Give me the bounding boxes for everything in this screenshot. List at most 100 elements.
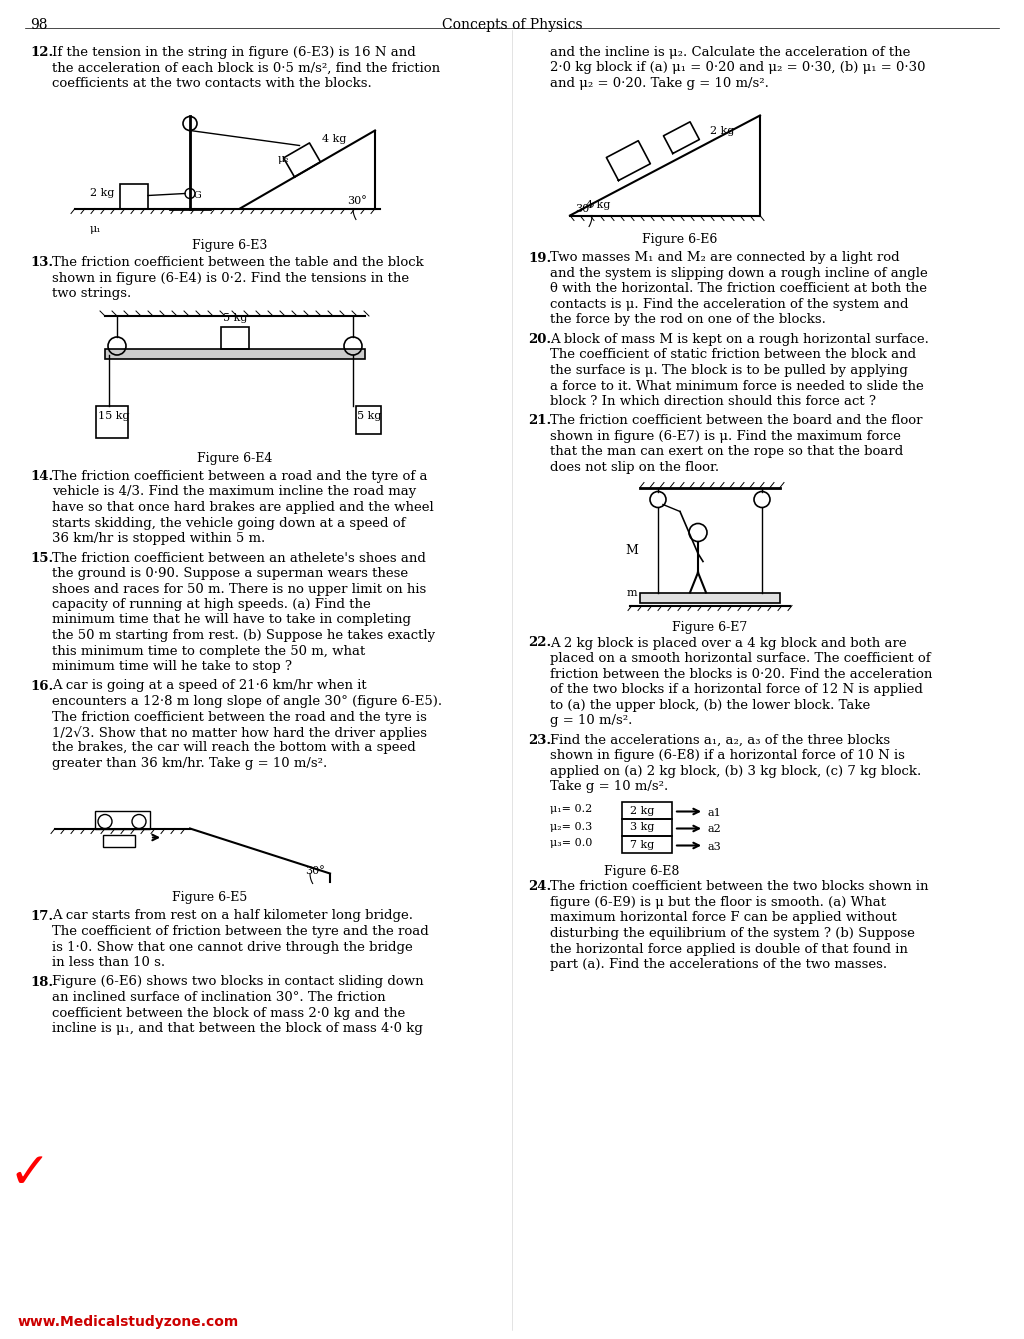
Text: θ with the horizontal. The friction coefficient at both the: θ with the horizontal. The friction coef… [550, 283, 927, 296]
Text: is 1·0. Show that one cannot drive through the bridge: is 1·0. Show that one cannot drive throu… [52, 940, 413, 953]
Text: 2 kg: 2 kg [630, 806, 654, 815]
Text: the surface is μ. The block is to be pulled by applying: the surface is μ. The block is to be pul… [550, 364, 908, 378]
Text: coefficients at the two contacts with the blocks.: coefficients at the two contacts with th… [52, 78, 372, 90]
Text: Figure 6-E3: Figure 6-E3 [193, 238, 267, 252]
Text: a2: a2 [708, 825, 722, 834]
Text: Concepts of Physics: Concepts of Physics [441, 17, 583, 32]
Text: the force by the rod on one of the blocks.: the force by the rod on one of the block… [550, 313, 826, 327]
Text: The friction coefficient between a road and the tyre of a: The friction coefficient between a road … [52, 470, 427, 483]
Bar [103, 834, 135, 846]
Text: 98: 98 [30, 17, 47, 32]
Text: 7 kg: 7 kg [630, 840, 654, 849]
Text: this minimum time to complete the 50 m, what: this minimum time to complete the 50 m, … [52, 644, 366, 657]
Text: μ₃= 0.0: μ₃= 0.0 [550, 838, 592, 849]
Bar [356, 406, 381, 434]
Text: 1/2√3. Show that no matter how hard the driver applies: 1/2√3. Show that no matter how hard the … [52, 726, 427, 739]
Text: 21.: 21. [528, 415, 551, 427]
Text: block ? In which direction should this force act ?: block ? In which direction should this f… [550, 395, 876, 408]
Text: and μ₂ = 0·20. Take g = 10 m/s².: and μ₂ = 0·20. Take g = 10 m/s². [550, 78, 769, 90]
Bar [622, 802, 672, 818]
Text: minimum time that he will have to take in completing: minimum time that he will have to take i… [52, 613, 411, 627]
Text: Figure 6-E7: Figure 6-E7 [673, 620, 748, 633]
Text: The coefficient of static friction between the block and: The coefficient of static friction betwe… [550, 348, 916, 362]
Text: 18.: 18. [30, 976, 53, 988]
Text: in less than 10 s.: in less than 10 s. [52, 956, 165, 969]
Text: 5 kg: 5 kg [223, 313, 248, 323]
Text: A 2 kg block is placed over a 4 kg block and both are: A 2 kg block is placed over a 4 kg block… [550, 636, 906, 649]
Text: The friction coefficient between the table and the block: The friction coefficient between the tab… [52, 257, 424, 269]
Text: Figure 6-E5: Figure 6-E5 [172, 892, 248, 905]
Text: 5 kg: 5 kg [357, 411, 381, 420]
Text: 30°: 30° [305, 865, 325, 876]
Text: starts skidding, the vehicle going down at a speed of: starts skidding, the vehicle going down … [52, 517, 406, 529]
Text: 30°: 30° [347, 197, 367, 206]
Text: g = 10 m/s².: g = 10 m/s². [550, 714, 633, 727]
Text: The friction coefficient between the board and the floor: The friction coefficient between the boa… [550, 415, 923, 427]
Text: The friction coefficient between the two blocks shown in: The friction coefficient between the two… [550, 881, 929, 893]
Text: have so that once hard brakes are applied and the wheel: have so that once hard brakes are applie… [52, 501, 434, 514]
Bar [95, 810, 150, 829]
Text: shoes and races for 50 m. There is no upper limit on his: shoes and races for 50 m. There is no up… [52, 582, 426, 596]
Bar [221, 327, 249, 349]
Text: two strings.: two strings. [52, 288, 131, 300]
Text: 16.: 16. [30, 679, 53, 692]
Text: vehicle is 4/3. Find the maximum incline the road may: vehicle is 4/3. Find the maximum incline… [52, 486, 416, 498]
Text: shown in figure (6-E8) if a horizontal force of 10 N is: shown in figure (6-E8) if a horizontal f… [550, 749, 905, 762]
Text: Figure 6-E4: Figure 6-E4 [198, 453, 272, 465]
Text: capacity of running at high speeds. (a) Find the: capacity of running at high speeds. (a) … [52, 599, 371, 611]
Text: disturbing the equilibrium of the system ? (b) Suppose: disturbing the equilibrium of the system… [550, 927, 914, 940]
Text: 22.: 22. [528, 636, 551, 649]
Text: The friction coefficient between the road and the tyre is: The friction coefficient between the roa… [52, 711, 427, 723]
Text: figure (6-E9) is μ but the floor is smooth. (a) What: figure (6-E9) is μ but the floor is smoo… [550, 896, 886, 909]
Text: Find the accelerations a₁, a₂, a₃ of the three blocks: Find the accelerations a₁, a₂, a₃ of the… [550, 734, 890, 747]
Text: 3 kg: 3 kg [630, 822, 654, 833]
Text: friction between the blocks is 0·20. Find the acceleration: friction between the blocks is 0·20. Fin… [550, 668, 933, 680]
Text: 13.: 13. [30, 257, 53, 269]
Bar [96, 406, 128, 438]
Text: 24.: 24. [528, 881, 551, 893]
Bar [640, 592, 780, 603]
Bar [120, 183, 148, 209]
Text: a force to it. What minimum force is needed to slide the: a force to it. What minimum force is nee… [550, 379, 924, 392]
Text: 36 km/hr is stopped within 5 m.: 36 km/hr is stopped within 5 m. [52, 532, 265, 545]
Text: G: G [193, 191, 201, 201]
Text: the acceleration of each block is 0·5 m/s², find the friction: the acceleration of each block is 0·5 m/… [52, 62, 440, 75]
Text: the horizontal force applied is double of that found in: the horizontal force applied is double o… [550, 943, 908, 956]
Text: μ₂= 0.3: μ₂= 0.3 [550, 822, 592, 832]
Text: 4 kg: 4 kg [587, 201, 611, 210]
Text: www.Medicalstudyzone.com: www.Medicalstudyzone.com [18, 1315, 240, 1330]
Text: 12.: 12. [30, 46, 53, 59]
Text: Figure (6-E6) shows two blocks in contact sliding down: Figure (6-E6) shows two blocks in contac… [52, 976, 424, 988]
Text: an inclined surface of inclination 30°. The friction: an inclined surface of inclination 30°. … [52, 991, 386, 1004]
Text: the ground is 0·90. Suppose a superman wears these: the ground is 0·90. Suppose a superman w… [52, 566, 409, 580]
Text: A block of mass M is kept on a rough horizontal surface.: A block of mass M is kept on a rough hor… [550, 333, 929, 345]
Text: 19.: 19. [528, 252, 551, 265]
Bar [105, 349, 365, 359]
Text: a3: a3 [708, 841, 722, 852]
Text: Two masses M₁ and M₂ are connected by a light rod: Two masses M₁ and M₂ are connected by a … [550, 252, 900, 265]
Text: the brakes, the car will reach the bottom with a speed: the brakes, the car will reach the botto… [52, 742, 416, 754]
Text: of the two blocks if a horizontal force of 12 N is applied: of the two blocks if a horizontal force … [550, 683, 923, 696]
Text: 20.: 20. [528, 333, 551, 345]
Text: 2 kg: 2 kg [710, 126, 734, 135]
Text: incline is μ₁, and that between the block of mass 4·0 kg: incline is μ₁, and that between the bloc… [52, 1022, 423, 1035]
Text: 4 kg: 4 kg [323, 134, 347, 145]
Text: 2 kg: 2 kg [90, 189, 115, 198]
Text: μ₁: μ₁ [90, 224, 101, 233]
Text: Figure 6-E6: Figure 6-E6 [642, 233, 718, 246]
Text: 30°: 30° [575, 204, 595, 213]
Text: 2·0 kg block if (a) μ₁ = 0·20 and μ₂ = 0·30, (b) μ₁ = 0·30: 2·0 kg block if (a) μ₁ = 0·20 and μ₂ = 0… [550, 62, 926, 75]
Text: μ₂: μ₂ [278, 154, 289, 165]
Text: a1: a1 [708, 807, 722, 818]
Text: 14.: 14. [30, 470, 53, 483]
Text: A car is going at a speed of 21·6 km/hr when it: A car is going at a speed of 21·6 km/hr … [52, 679, 367, 692]
Text: that the man can exert on the rope so that the board: that the man can exert on the rope so th… [550, 446, 903, 458]
Text: A car starts from rest on a half kilometer long bridge.: A car starts from rest on a half kilomet… [52, 909, 413, 923]
Text: 17.: 17. [30, 909, 53, 923]
Text: placed on a smooth horizontal surface. The coefficient of: placed on a smooth horizontal surface. T… [550, 652, 931, 665]
Text: Take g = 10 m/s².: Take g = 10 m/s². [550, 781, 669, 793]
Text: and the system is slipping down a rough incline of angle: and the system is slipping down a rough … [550, 266, 928, 280]
Text: and the incline is μ₂. Calculate the acceleration of the: and the incline is μ₂. Calculate the acc… [550, 46, 910, 59]
Text: encounters a 12·8 m long slope of angle 30° (figure 6-E5).: encounters a 12·8 m long slope of angle … [52, 695, 442, 708]
Text: 15.: 15. [30, 552, 53, 565]
